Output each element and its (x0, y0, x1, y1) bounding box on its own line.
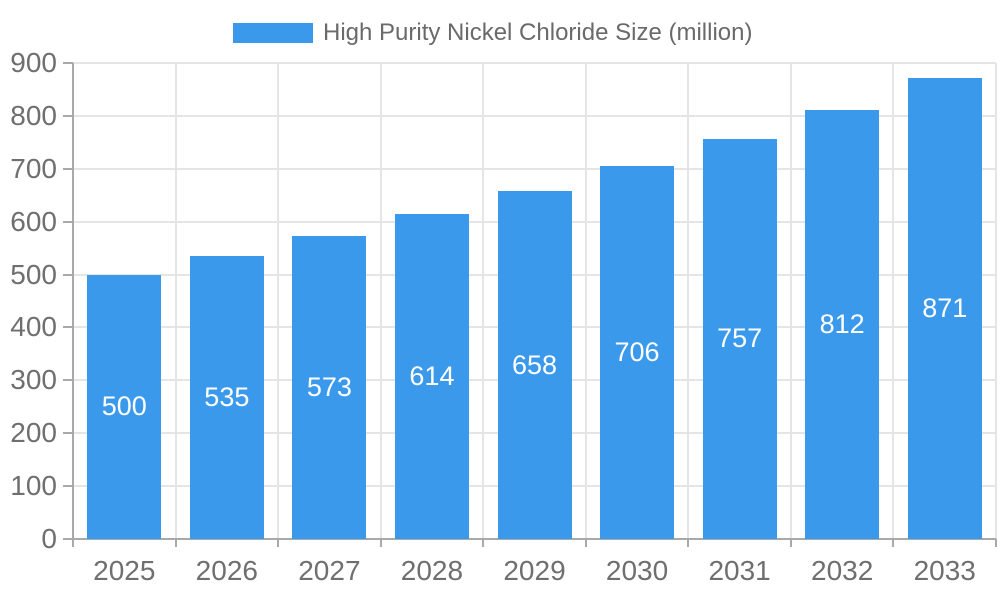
x-axis-label-2033: 2033 (913, 555, 976, 586)
gridline-vertical-3 (379, 63, 382, 539)
y-axis-line (72, 63, 74, 539)
bar-value-label-2030: 706 (614, 336, 660, 367)
x-axis-tick-3 (379, 539, 382, 547)
y-axis-label-200: 200 (10, 417, 57, 449)
legend-swatch (233, 23, 313, 43)
x-axis-label-2027: 2027 (298, 555, 361, 586)
bar-2026[interactable]: 535 (189, 256, 264, 539)
bar-2029[interactable]: 658 (497, 191, 572, 539)
y-axis-label-800: 800 (10, 99, 57, 131)
x-axis-tick-5 (584, 539, 587, 547)
x-axis-tick-6 (687, 539, 690, 547)
y-axis-tick-400 (63, 326, 73, 329)
y-axis-label-900: 900 (10, 47, 57, 78)
gridline-vertical-2 (277, 63, 280, 539)
y-axis-label-400: 400 (10, 311, 57, 343)
x-axis-tick-9 (995, 539, 997, 547)
gridline-horizontal-800 (73, 114, 996, 117)
bar-value-label-2025: 500 (101, 391, 147, 422)
y-axis-tick-700 (63, 167, 73, 170)
gridline-vertical-8 (892, 63, 895, 539)
bar-value-label-2033: 871 (922, 293, 968, 324)
bar-2025[interactable]: 500 (87, 274, 162, 539)
x-axis-label-2030: 2030 (605, 555, 669, 586)
gridline-vertical-4 (482, 63, 485, 539)
x-axis-label-2031: 2031 (708, 555, 771, 586)
y-axis-label-300: 300 (10, 364, 57, 396)
gridline-vertical-1 (174, 63, 177, 539)
y-axis-tick-100 (63, 485, 73, 488)
plot-area: 0 100 200 300 400 500 600 700 800 900 2025 500 2026 5… (10, 49, 997, 585)
bar-2033[interactable]: 871 (907, 78, 982, 539)
bar-value-label-2029: 658 (511, 349, 558, 380)
x-axis-label-2025: 2025 (93, 555, 156, 586)
y-axis-label-0: 0 (41, 523, 57, 554)
bar-2032[interactable]: 812 (805, 109, 880, 539)
bar-value-label-2028: 614 (409, 361, 455, 392)
x-axis-tick-7 (789, 539, 792, 547)
y-axis-tick-300 (63, 379, 73, 382)
bar-value-label-2032: 812 (819, 308, 865, 339)
y-axis-tick-600 (63, 220, 73, 223)
bar-2027[interactable]: 573 (292, 235, 367, 539)
gridline-horizontal-700 (73, 167, 996, 170)
x-axis-tick-4 (482, 539, 485, 547)
x-axis-tick-2 (277, 539, 280, 547)
legend-label: High Purity Nickel Chloride Size (millio… (323, 19, 753, 46)
x-axis-label-2032: 2032 (811, 555, 874, 586)
bar-2030[interactable]: 706 (600, 165, 675, 539)
y-axis-tick-500 (63, 273, 73, 276)
gridline-vertical-5 (584, 63, 587, 539)
y-axis-tick-900 (63, 62, 73, 64)
x-axis-label-2029: 2029 (503, 555, 566, 586)
legend-item[interactable]: High Purity Nickel Chloride Size (millio… (233, 21, 752, 45)
gridline-vertical-7 (789, 63, 792, 539)
x-axis-tick-8 (892, 539, 895, 547)
x-axis-label-2026: 2026 (195, 555, 258, 586)
x-axis-tick-0 (72, 539, 74, 547)
bar-value-label-2026: 535 (204, 382, 250, 413)
y-axis-tick-800 (63, 114, 73, 117)
x-axis-tick-1 (174, 539, 177, 547)
bar-value-label-2031: 757 (717, 323, 763, 354)
y-axis-label-100: 100 (10, 470, 57, 502)
x-axis-line (73, 538, 996, 540)
x-axis-label-2028: 2028 (400, 555, 464, 586)
y-axis-label-500: 500 (10, 258, 57, 290)
y-axis-label-600: 600 (10, 205, 57, 237)
gridline-vertical-9 (995, 63, 997, 539)
bar-2028[interactable]: 614 (394, 214, 469, 539)
y-axis-label-700: 700 (10, 152, 57, 184)
gridline-horizontal-900 (73, 62, 996, 64)
gridline-vertical-6 (687, 63, 690, 539)
bar-value-label-2027: 573 (306, 371, 352, 402)
y-axis-tick-0 (63, 538, 73, 540)
y-axis-tick-200 (63, 432, 73, 435)
bar-2031[interactable]: 757 (702, 138, 777, 539)
